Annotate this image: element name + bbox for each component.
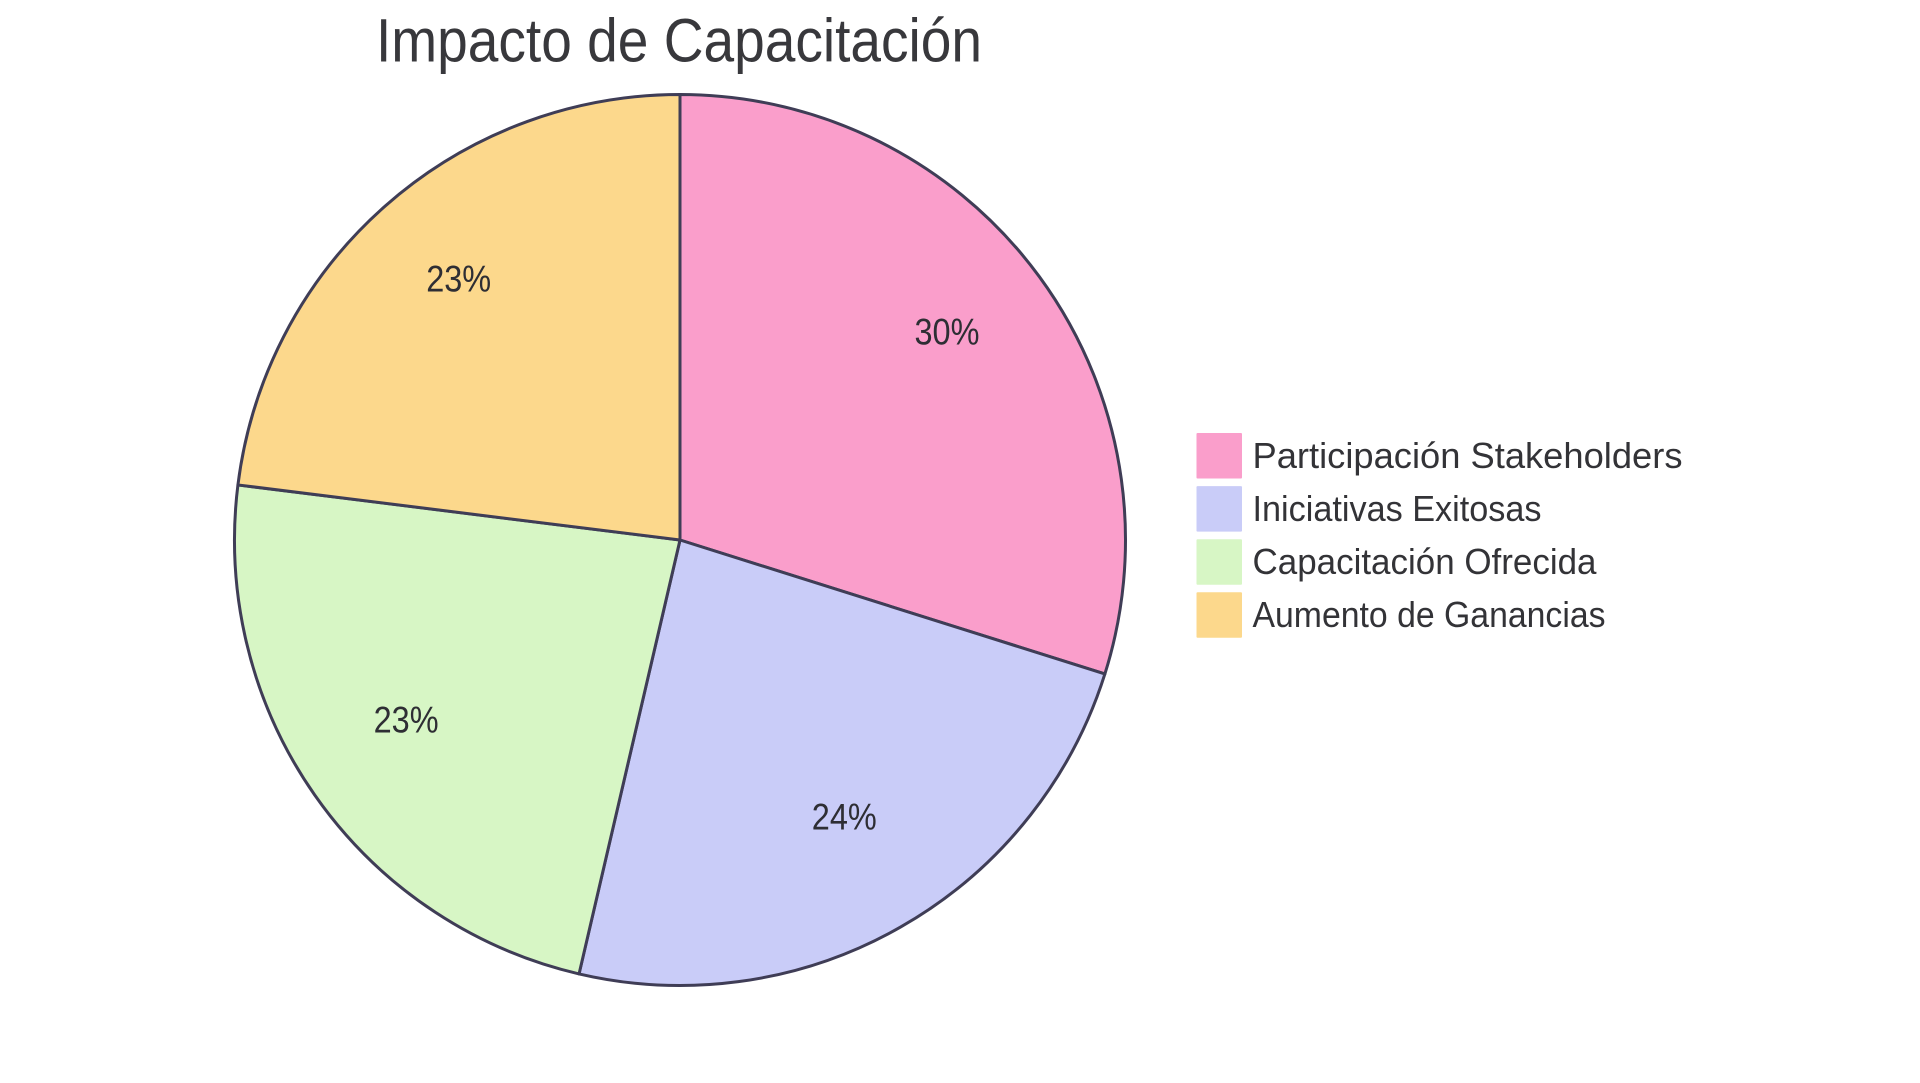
svg-text:Iniciativas Exitosas: Iniciativas Exitosas	[1253, 488, 1542, 529]
svg-text:23%: 23%	[426, 258, 491, 299]
svg-text:Participación Stakeholders: Participación Stakeholders	[1253, 435, 1683, 476]
svg-text:30%: 30%	[915, 312, 980, 353]
svg-text:Capacitación Ofrecida: Capacitación Ofrecida	[1253, 541, 1598, 582]
svg-text:24%: 24%	[812, 797, 877, 838]
svg-text:Impacto de Capacitación: Impacto de Capacitación	[376, 7, 982, 75]
svg-text:Aumento de Ganancias: Aumento de Ganancias	[1253, 594, 1606, 635]
svg-text:23%: 23%	[374, 700, 439, 741]
